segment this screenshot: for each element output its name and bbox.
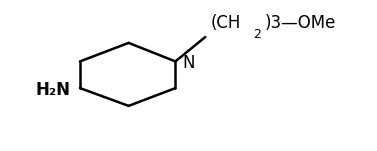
Text: (CH: (CH xyxy=(211,14,241,32)
Text: N: N xyxy=(182,54,195,72)
Text: 2: 2 xyxy=(250,28,262,41)
Text: H₂N: H₂N xyxy=(35,81,70,99)
Text: )3—OMe: )3—OMe xyxy=(265,14,336,32)
